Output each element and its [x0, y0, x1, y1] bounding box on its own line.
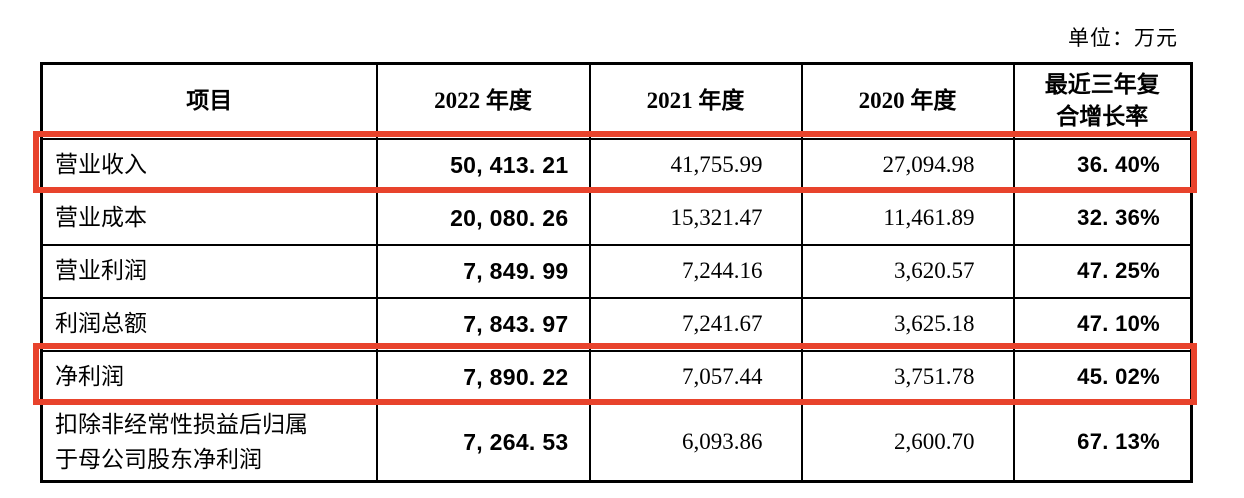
table-row-net-profit: 净利润 7, 890. 22 7,057.44 3,751.78 45. 02% [40, 349, 1193, 405]
value-cagr: 45. 02% [1012, 349, 1193, 405]
table-row-operating-profit: 营业利润 7, 849. 99 7,244.16 3,620.57 47. 25… [40, 243, 1193, 299]
value-2022: 20, 080. 26 [375, 190, 591, 246]
row-label: 净利润 [40, 349, 378, 405]
header-2021: 2021 年度 [588, 62, 803, 140]
table-row-cost: 营业成本 20, 080. 26 15,321.47 11,461.89 32.… [40, 190, 1193, 246]
table-row-revenue: 营业收入 50, 413. 21 41,755.99 27,094.98 36.… [40, 137, 1193, 193]
value-cagr: 47. 25% [1012, 243, 1193, 299]
value-2020: 3,620.57 [800, 243, 1015, 299]
table-row-total-profit: 利润总额 7, 843. 97 7,241.67 3,625.18 47. 10… [40, 296, 1193, 352]
header-2022: 2022 年度 [375, 62, 591, 140]
value-cagr: 67. 13% [1012, 402, 1193, 483]
value-cagr: 36. 40% [1012, 137, 1193, 193]
value-2022: 7, 264. 53 [375, 402, 591, 483]
value-cagr: 47. 10% [1012, 296, 1193, 352]
value-2022: 7, 849. 99 [375, 243, 591, 299]
row-label: 营业利润 [40, 243, 378, 299]
header-cagr: 最近三年复 合增长率 [1012, 62, 1193, 140]
value-2022: 7, 890. 22 [375, 349, 591, 405]
header-item: 项目 [40, 62, 378, 140]
value-2020: 3,751.78 [800, 349, 1015, 405]
value-2021: 15,321.47 [588, 190, 803, 246]
table-header-row: 项目 2022 年度 2021 年度 2020 年度 最近三年复 合增长率 [40, 62, 1193, 140]
value-2022: 7, 843. 97 [375, 296, 591, 352]
value-2020: 11,461.89 [800, 190, 1015, 246]
unit-label: 单位：万元 [1068, 26, 1178, 50]
value-2020: 27,094.98 [800, 137, 1015, 193]
value-2021: 7,057.44 [588, 349, 803, 405]
value-cagr: 32. 36% [1012, 190, 1193, 246]
row-label: 营业收入 [40, 137, 378, 193]
value-2020: 2,600.70 [800, 402, 1015, 483]
row-label: 利润总额 [40, 296, 378, 352]
financial-summary-table: 项目 2022 年度 2021 年度 2020 年度 最近三年复 合增长率 营业… [40, 62, 1193, 483]
value-2021: 7,244.16 [588, 243, 803, 299]
value-2021: 7,241.67 [588, 296, 803, 352]
row-label: 扣除非经常性损益后归属 于母公司股东净利润 [40, 402, 378, 483]
value-2021: 6,093.86 [588, 402, 803, 483]
header-2020: 2020 年度 [800, 62, 1015, 140]
value-2020: 3,625.18 [800, 296, 1015, 352]
table-row-deducted-net-profit: 扣除非经常性损益后归属 于母公司股东净利润 7, 264. 53 6,093.8… [40, 402, 1193, 483]
value-2022: 50, 413. 21 [375, 137, 591, 193]
row-label: 营业成本 [40, 190, 378, 246]
value-2021: 41,755.99 [588, 137, 803, 193]
